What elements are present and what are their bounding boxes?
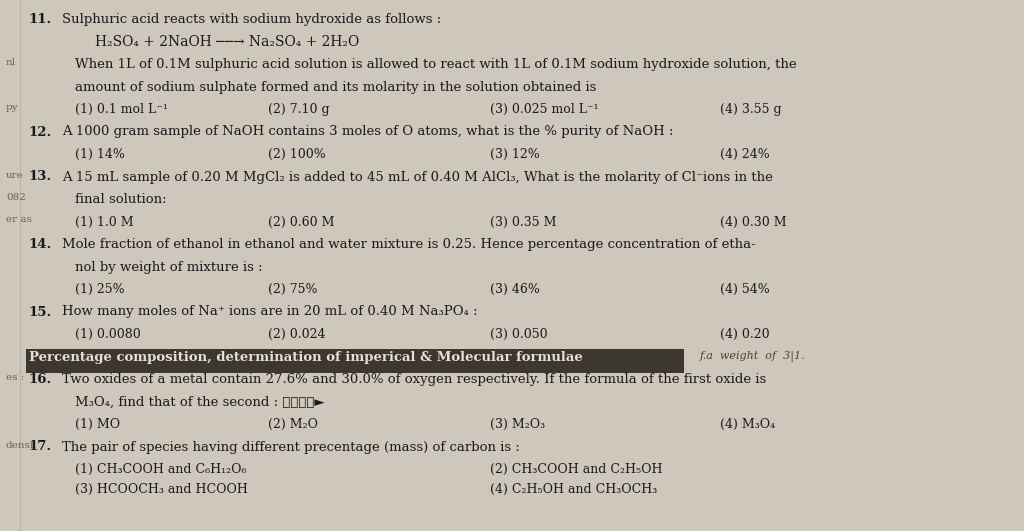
Text: (4) 54%: (4) 54% [720,283,770,296]
Text: (2) M₂O: (2) M₂O [268,418,318,431]
Text: 15.: 15. [28,305,51,319]
Text: (4) 0.30 M: (4) 0.30 M [720,216,786,228]
Text: f.a  weight  of  3|1.: f.a weight of 3|1. [700,350,806,362]
Text: A 1000 gram sample of NaOH contains 3 moles of O atoms, what is the % purity of : A 1000 gram sample of NaOH contains 3 mo… [62,125,674,139]
Text: When 1L of 0.1M sulphuric acid solution is allowed to react with 1L of 0.1M sodi: When 1L of 0.1M sulphuric acid solution … [75,58,797,71]
Text: (1) 1.0 M: (1) 1.0 M [75,216,133,228]
Text: (1) CH₃COOH and C₆H₁₂O₆: (1) CH₃COOH and C₆H₁₂O₆ [75,463,247,476]
Text: (1) 25%: (1) 25% [75,283,125,296]
Text: 16.: 16. [28,373,51,386]
Text: Two oxides of a metal contain 27.6% and 30.0% of oxygen respectively. If the for: Two oxides of a metal contain 27.6% and … [62,373,766,386]
Text: (2) 75%: (2) 75% [268,283,317,296]
Text: (2) 100%: (2) 100% [268,148,326,161]
Text: (3) HCOOCH₃ and HCOOH: (3) HCOOCH₃ and HCOOH [75,483,248,496]
Text: (3) 12%: (3) 12% [490,148,540,161]
Text: (1) MO: (1) MO [75,418,120,431]
Text: (4) M₃O₄: (4) M₃O₄ [720,418,775,431]
Text: (2) 0.024: (2) 0.024 [268,328,326,341]
Text: (3) 0.35 M: (3) 0.35 M [490,216,556,228]
Text: A 15 mL sample of 0.20 M MgCl₂ is added to 45 mL of 0.40 M AlCl₃, What is the mo: A 15 mL sample of 0.20 M MgCl₂ is added … [62,170,773,184]
Text: er as: er as [6,216,32,225]
Text: ure: ure [6,170,24,179]
Text: (4) 0.20: (4) 0.20 [720,328,770,341]
Text: py: py [6,103,18,112]
Text: (3) M₂O₃: (3) M₂O₃ [490,418,545,431]
Text: 12.: 12. [28,125,51,139]
Text: Sulphuric acid reacts with sodium hydroxide as follows :: Sulphuric acid reacts with sodium hydrox… [62,13,441,26]
Text: 082: 082 [6,193,26,202]
Text: amount of sodium sulphate formed and its molarity in the solution obtained is: amount of sodium sulphate formed and its… [75,81,596,93]
Text: (4) 24%: (4) 24% [720,148,770,161]
Text: es :: es : [6,373,25,382]
Text: The pair of species having different precentage (mass) of carbon is :: The pair of species having different pre… [62,441,520,453]
Text: nl: nl [6,58,16,67]
Text: densi: densi [6,441,34,450]
Text: (3) 0.025 mol L⁻¹: (3) 0.025 mol L⁻¹ [490,103,599,116]
Text: (3) 0.050: (3) 0.050 [490,328,548,341]
Text: H₂SO₄ + 2NaOH ──→ Na₂SO₄ + 2H₂O: H₂SO₄ + 2NaOH ──→ Na₂SO₄ + 2H₂O [95,36,359,49]
Text: (1) 0.1 mol L⁻¹: (1) 0.1 mol L⁻¹ [75,103,168,116]
Text: (1) 14%: (1) 14% [75,148,125,161]
Text: (4) 3.55 g: (4) 3.55 g [720,103,781,116]
Text: 17.: 17. [28,441,51,453]
Text: (2) 0.60 M: (2) 0.60 M [268,216,335,228]
Text: (2) CH₃COOH and C₂H₅OH: (2) CH₃COOH and C₂H₅OH [490,463,663,476]
Text: nol by weight of mixture is :: nol by weight of mixture is : [75,261,262,273]
Text: 14.: 14. [28,238,51,251]
Text: M₃O₄, find that of the second : פאוב►: M₃O₄, find that of the second : פאוב► [75,396,325,408]
Text: Mole fraction of ethanol in ethanol and water mixture is 0.25. Hence percentage : Mole fraction of ethanol in ethanol and … [62,238,756,251]
Text: (2) 7.10 g: (2) 7.10 g [268,103,330,116]
Text: (4) C₂H₅OH and CH₃OCH₃: (4) C₂H₅OH and CH₃OCH₃ [490,483,657,496]
Text: final solution:: final solution: [75,193,167,206]
Text: Percentage composition, determination of imperical & Molecular formulae: Percentage composition, determination of… [29,350,583,364]
Bar [26,349,684,373]
Text: (3) 46%: (3) 46% [490,283,540,296]
Text: 13.: 13. [28,170,51,184]
Text: How many moles of Na⁺ ions are in 20 mL of 0.40 M Na₃PO₄ :: How many moles of Na⁺ ions are in 20 mL … [62,305,477,319]
Text: (1) 0.0080: (1) 0.0080 [75,328,140,341]
Text: 11.: 11. [28,13,51,26]
